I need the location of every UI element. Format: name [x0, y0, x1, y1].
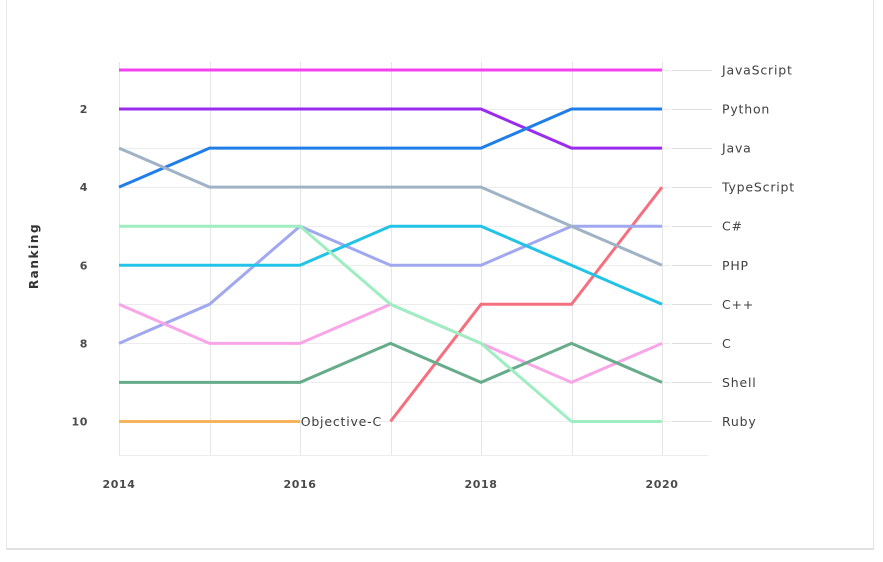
- y-tick-label-8: 8: [80, 337, 88, 350]
- series-label-python[interactable]: Python: [722, 102, 770, 117]
- x-axis: 2014 2016 2018 2020: [102, 478, 678, 491]
- series-label-ruby[interactable]: Ruby: [722, 414, 757, 429]
- series-line-php[interactable]: [118, 146, 663, 267]
- series-line-c-[interactable]: [118, 224, 662, 345]
- series-labels: JavaScript Python Java TypeScript C# PHP C++ C S…: [672, 63, 795, 429]
- series-label-typescript[interactable]: TypeScript: [721, 180, 795, 195]
- x-tick-label-2016: 2016: [283, 478, 316, 491]
- series-label-php[interactable]: PHP: [722, 258, 749, 273]
- y-tick-label-6: 6: [80, 259, 88, 272]
- x-tick-label-2020: 2020: [645, 478, 678, 491]
- series-line-shell[interactable]: [119, 341, 663, 385]
- y-tick-label-10: 10: [71, 415, 88, 428]
- series-label-javascript[interactable]: JavaScript: [721, 63, 793, 78]
- series-line-c-[interactable]: [119, 224, 663, 306]
- series-label-c-[interactable]: C#: [722, 219, 743, 234]
- series-label-java[interactable]: Java: [721, 141, 752, 156]
- annotations: Objective-C: [301, 414, 382, 429]
- x-tick-label-2018: 2018: [464, 478, 497, 491]
- series-line-java[interactable]: [118, 107, 662, 189]
- y-tick-label-4: 4: [80, 181, 88, 194]
- chart-card: [6, 0, 874, 550]
- series-label-c[interactable]: C: [722, 336, 732, 351]
- series-line-python[interactable]: [119, 107, 662, 150]
- series-layer: [118, 68, 664, 423]
- y-axis: 2 4 6 8 10 Ranking: [27, 103, 88, 428]
- x-tick-label-2014: 2014: [102, 478, 135, 491]
- gridlines: [119, 62, 708, 456]
- series-line-ruby[interactable]: [119, 224, 662, 423]
- annotation-objective-c: Objective-C: [301, 414, 382, 429]
- y-tick-label-2: 2: [80, 103, 88, 116]
- series-label-c-[interactable]: C++: [722, 297, 754, 312]
- series-label-shell[interactable]: Shell: [722, 375, 757, 390]
- y-axis-title: Ranking: [27, 223, 41, 289]
